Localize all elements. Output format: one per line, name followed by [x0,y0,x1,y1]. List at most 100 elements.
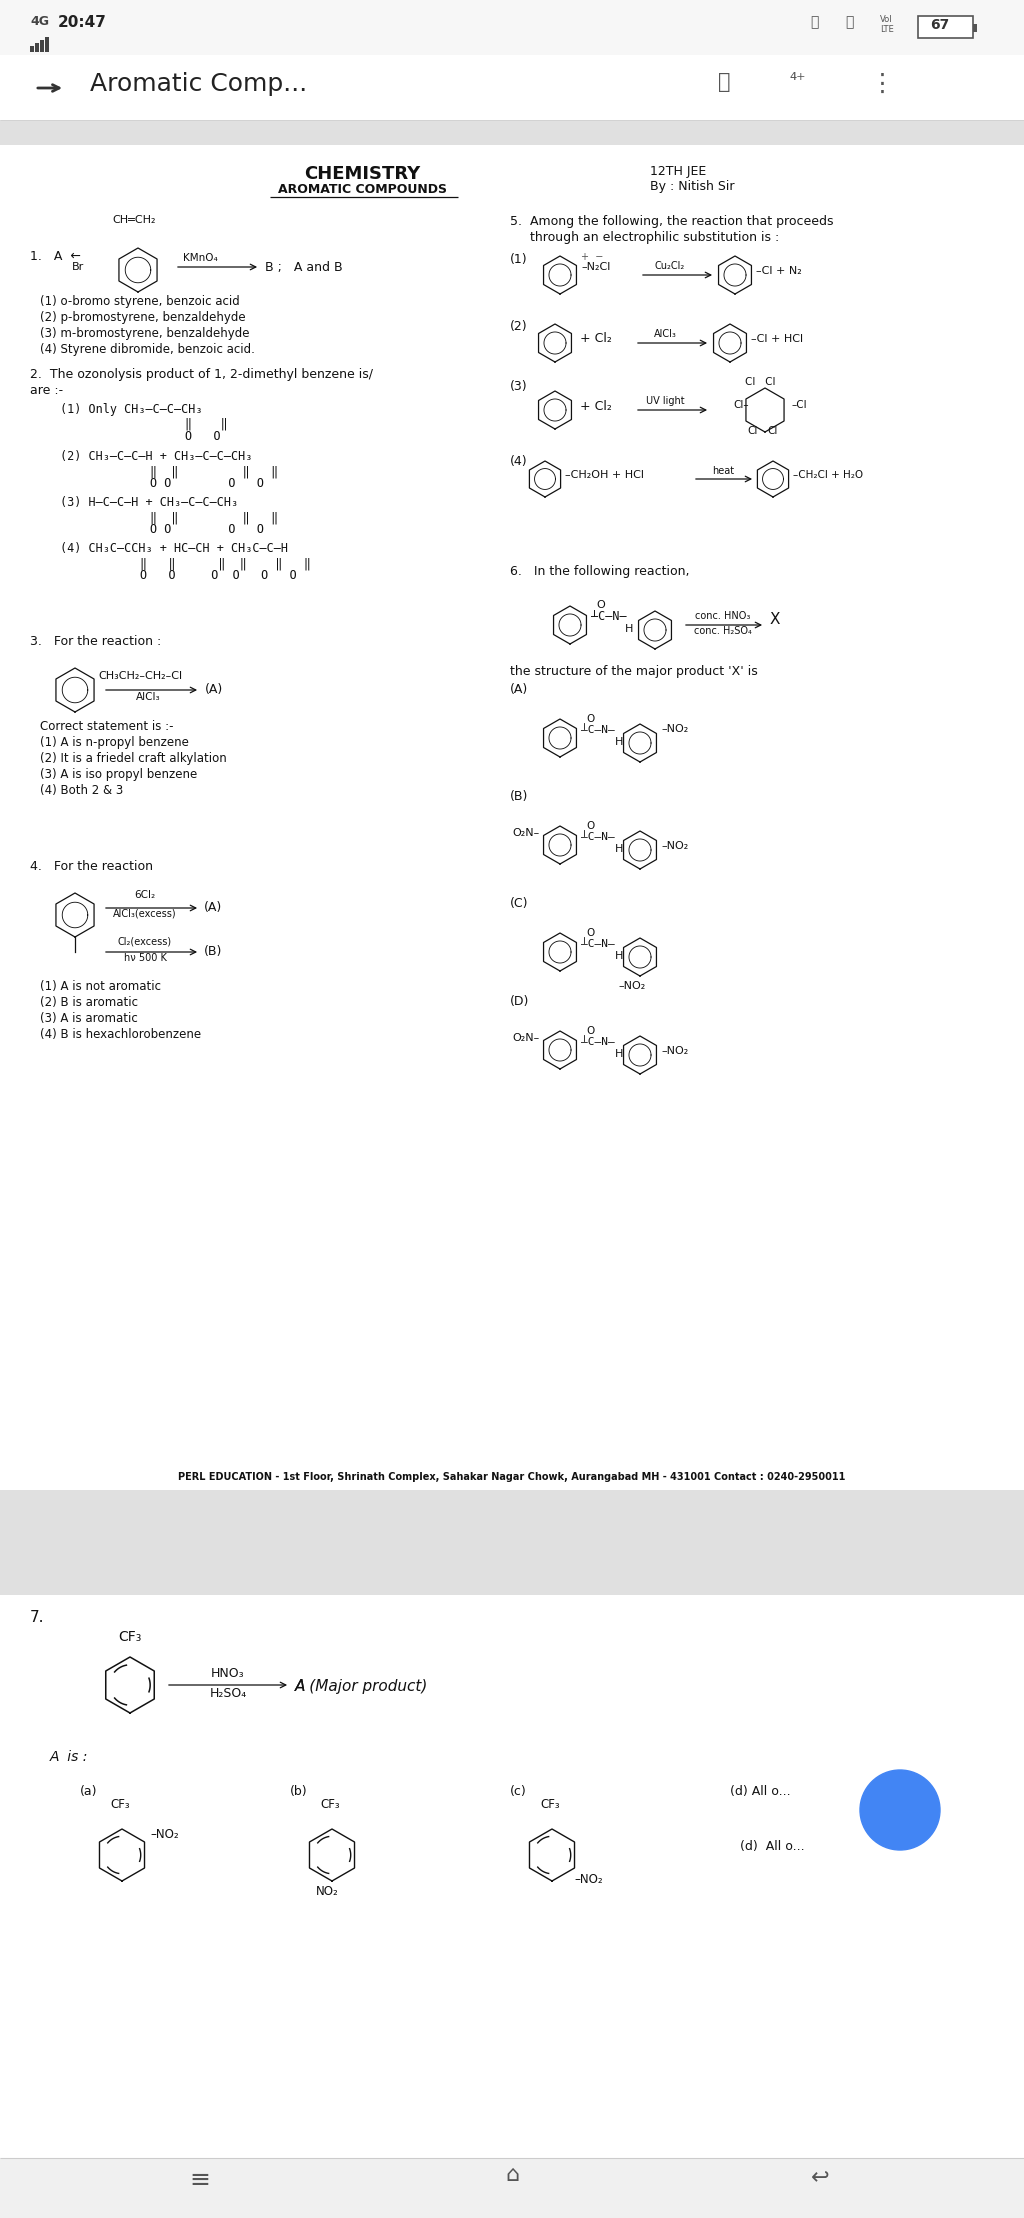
Text: ≡: ≡ [189,2167,211,2191]
Text: CF₃: CF₃ [319,1799,340,1812]
Text: 1.   A  ←: 1. A ← [30,251,81,264]
Text: 7.: 7. [30,1610,44,1626]
Text: Cl: Cl [748,426,758,437]
Text: AlCl₃: AlCl₃ [136,692,161,703]
Text: AlCl₃: AlCl₃ [653,328,677,339]
Text: –NO₂: –NO₂ [662,1047,688,1056]
Text: 12TH JEE: 12TH JEE [650,164,707,177]
Text: –C–N–: –C–N– [581,832,614,843]
Bar [35,42,39,51]
Text: A: A [295,1679,305,1695]
Text: Cl   Cl: Cl Cl [744,377,775,386]
Text: (D): (D) [510,996,529,1007]
Text: ‖   ‖      ‖  ‖    ‖   ‖: ‖ ‖ ‖ ‖ ‖ ‖ [140,557,311,570]
Text: –Cl + HCl: –Cl + HCl [751,335,803,344]
Text: + Cl₂: + Cl₂ [575,333,612,346]
Text: X: X [770,612,780,628]
Bar [0,144,1024,1490]
Text: 6.   In the following reaction,: 6. In the following reaction, [510,566,689,579]
Text: CH═CH₂: CH═CH₂ [112,215,156,224]
Text: H₂SO₄: H₂SO₄ [209,1688,247,1699]
Text: 🔍: 🔍 [718,71,730,91]
Text: (A): (A) [205,683,223,696]
Text: ‖  ‖         ‖   ‖: ‖ ‖ ‖ ‖ [150,466,279,479]
Text: O: O [586,927,594,938]
Text: H: H [615,1049,624,1058]
Text: CF₃: CF₃ [540,1799,560,1812]
Bar [40,40,43,51]
Text: 20:47: 20:47 [58,16,106,31]
Text: (4) Both 2 & 3: (4) Both 2 & 3 [40,783,123,796]
Text: ✎: ✎ [889,1790,911,1819]
Text: –Cl + N₂: –Cl + N₂ [756,266,802,275]
Text: (3) A is aromatic: (3) A is aromatic [40,1011,138,1025]
Text: CHEMISTRY: CHEMISTRY [304,164,420,184]
Text: –NO₂: –NO₂ [662,841,688,852]
Text: O: O [586,821,594,832]
Text: H: H [615,952,624,960]
Text: Cl₂(excess): Cl₂(excess) [118,936,172,947]
Text: 🕐: 🕐 [810,16,818,29]
Text: O₂N–: O₂N– [512,827,540,838]
Text: (A): (A) [510,683,528,696]
Text: (B): (B) [510,790,528,803]
Text: (4): (4) [510,455,527,468]
Bar [30,47,34,51]
Text: hν 500 K: hν 500 K [124,954,167,963]
Text: Br: Br [72,262,84,273]
Text: (3) H–C–C–H + CH₃–C–C–CH₃: (3) H–C–C–H + CH₃–C–C–CH₃ [60,497,239,508]
Text: (2) It is a friedel craft alkylation: (2) It is a friedel craft alkylation [40,752,226,765]
Bar [973,24,977,31]
Text: 6Cl₂: 6Cl₂ [134,889,156,901]
Text: (B): (B) [204,945,222,958]
Text: Cl: Cl [768,426,778,437]
Text: UV light: UV light [646,397,684,406]
Text: O O        O   O: O O O O [150,477,264,490]
Text: –N₂Cl: –N₂Cl [581,262,610,273]
Text: (d) All o...: (d) All o... [730,1785,791,1799]
Text: Cl–: Cl– [733,399,749,410]
Text: –C–N–: –C–N– [581,725,614,734]
Text: By : Nitish Sir: By : Nitish Sir [650,180,734,193]
Bar [0,55,1024,120]
Text: (2): (2) [510,319,527,333]
Text: O: O [596,601,605,610]
Text: PERL EDUCATION - 1st Floor, Shrinath Complex, Sahakar Nagar Chowk, Aurangabad MH: PERL EDUCATION - 1st Floor, Shrinath Com… [178,1473,846,1482]
Text: (1) A is not aromatic: (1) A is not aromatic [40,980,161,994]
Text: B ;   A and B: B ; A and B [265,262,343,275]
Text: O   O     O  O   O   O: O O O O O O [140,570,297,581]
Text: Aromatic Comp...: Aromatic Comp... [90,71,307,95]
Text: –NO₂: –NO₂ [574,1872,603,1885]
Text: are :-: are :- [30,384,63,397]
Text: (1) A is n-propyl benzene: (1) A is n-propyl benzene [40,736,188,750]
Text: ↩: ↩ [811,2167,829,2187]
Text: (4) B is hexachlorobenzene: (4) B is hexachlorobenzene [40,1027,201,1040]
Text: AlCl₃(excess): AlCl₃(excess) [114,907,177,918]
Text: ⌂: ⌂ [505,2165,519,2185]
Text: (c): (c) [510,1785,526,1799]
Text: CH₃CH₂–CH₂–Cl: CH₃CH₂–CH₂–Cl [98,672,182,681]
Text: (4) Styrene dibromide, benzoic acid.: (4) Styrene dibromide, benzoic acid. [40,344,255,357]
Text: conc. HNO₃: conc. HNO₃ [695,610,751,621]
Text: Cu₂Cl₂: Cu₂Cl₂ [655,262,685,271]
Text: HNO₃: HNO₃ [211,1668,245,1679]
Text: (A): (A) [204,901,222,914]
Text: 🔔: 🔔 [845,16,853,29]
Text: (b): (b) [290,1785,307,1799]
Text: (1) o-bromo styrene, benzoic acid: (1) o-bromo styrene, benzoic acid [40,295,240,308]
Text: (3) m-bromostyrene, benzaldehyde: (3) m-bromostyrene, benzaldehyde [40,326,250,339]
Text: +  −: + − [581,253,603,262]
Text: heat: heat [712,466,734,477]
Text: + Cl₂: + Cl₂ [575,399,612,413]
Text: 4G: 4G [30,16,49,29]
Text: (3): (3) [510,379,527,393]
Circle shape [860,1770,940,1850]
Text: (a): (a) [80,1785,97,1799]
Text: –CH₂OH + HCl: –CH₂OH + HCl [565,470,644,479]
Text: (1): (1) [510,253,527,266]
Text: ‖    ‖: ‖ ‖ [185,417,227,430]
Text: through an electrophilic substitution is :: through an electrophilic substitution is… [510,231,779,244]
Text: O₂N–: O₂N– [512,1034,540,1042]
Text: O O        O   O: O O O O [150,523,264,537]
Text: –C–N–: –C–N– [581,1038,614,1047]
